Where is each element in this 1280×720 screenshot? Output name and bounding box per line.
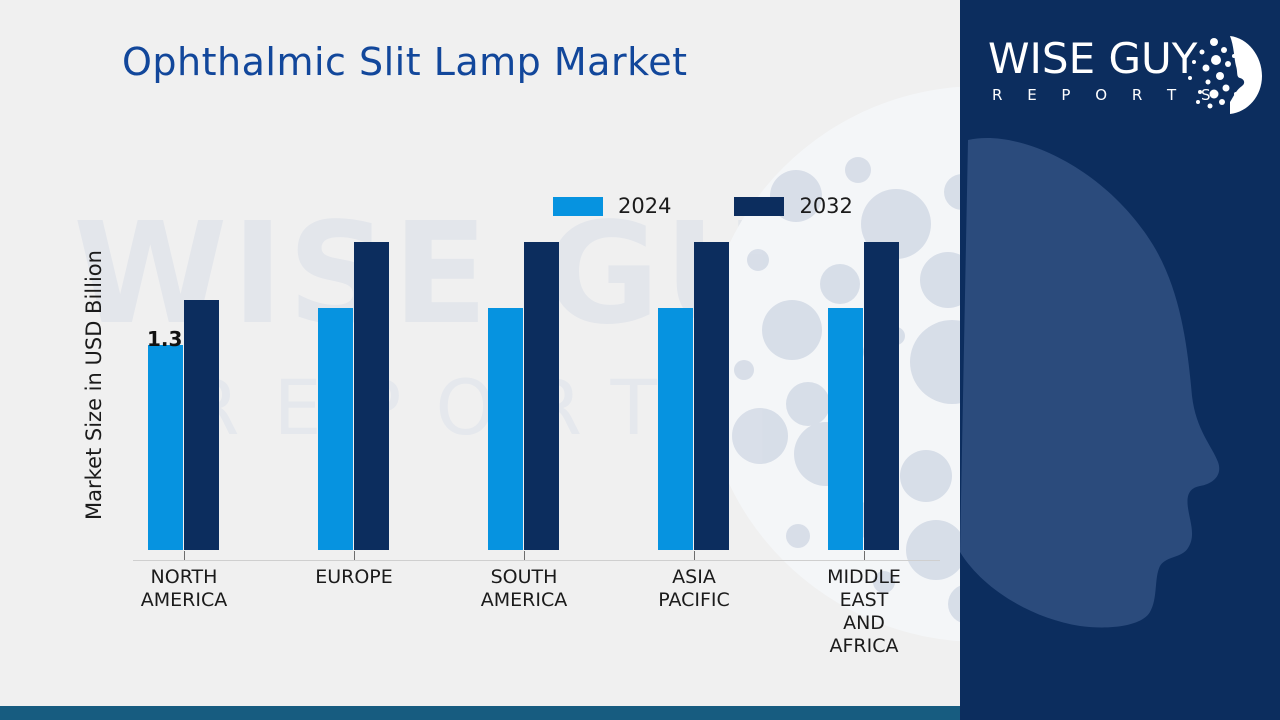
x-axis-category-labels: NORTH AMERICA EUROPE SOUTH AMERICA ASIA PACIFI… bbox=[100, 566, 940, 686]
x-axis-tick bbox=[524, 551, 525, 560]
x-axis-label-line: ASIA bbox=[672, 566, 716, 588]
plot-area: 1.3 bbox=[100, 150, 940, 570]
chart-legend: 2024 2032 bbox=[553, 193, 853, 219]
x-axis-label-line: EUROPE bbox=[315, 566, 393, 588]
x-axis-label: EUROPE bbox=[284, 566, 424, 589]
x-axis-label: ASIA PACIFIC bbox=[624, 566, 764, 612]
legend-swatch-2024 bbox=[553, 196, 603, 216]
legend-item-2024[interactable]: 2024 bbox=[553, 194, 671, 218]
bar-2032[interactable] bbox=[524, 242, 559, 550]
bar-2024[interactable] bbox=[488, 308, 523, 550]
right-brand-panel bbox=[960, 0, 1280, 720]
y-axis-label: Market Size in USD Billion bbox=[82, 250, 106, 520]
x-axis-label-line: AND bbox=[843, 612, 885, 634]
x-axis-label: MIDDLE EAST AND AFRICA bbox=[794, 566, 934, 658]
x-axis-label: NORTH AMERICA bbox=[114, 566, 254, 612]
x-axis-tick bbox=[184, 551, 185, 560]
x-axis-label-line: AMERICA bbox=[480, 589, 568, 611]
x-axis-label-line: EAST bbox=[839, 589, 889, 611]
bar-2032[interactable] bbox=[354, 242, 389, 550]
bar-2032[interactable] bbox=[864, 242, 899, 550]
bottom-accent-bar bbox=[0, 706, 960, 720]
x-axis-label: SOUTH AMERICA bbox=[454, 566, 594, 612]
bar-2024[interactable] bbox=[318, 308, 353, 550]
bar-2024[interactable] bbox=[828, 308, 863, 550]
legend-label-2032: 2032 bbox=[799, 194, 853, 218]
head-silhouette-icon bbox=[960, 137, 1220, 628]
x-axis-tick bbox=[354, 551, 355, 560]
legend-swatch-2032 bbox=[734, 196, 785, 216]
x-axis-label-line: PACIFIC bbox=[658, 589, 730, 611]
x-axis-tick bbox=[694, 551, 695, 560]
x-axis-label-line: AMERICA bbox=[140, 589, 228, 611]
bar-2024[interactable] bbox=[658, 308, 693, 550]
x-axis-tick bbox=[864, 551, 865, 560]
bar-data-label: 1.3 bbox=[147, 327, 183, 351]
legend-label-2024: 2024 bbox=[618, 194, 672, 218]
bar-2032[interactable] bbox=[184, 300, 219, 550]
logo-wordmark: WISE GUY bbox=[988, 34, 1198, 83]
x-axis-line bbox=[133, 560, 940, 561]
logo-dotted-head-icon bbox=[1188, 36, 1262, 114]
bar-2024[interactable] bbox=[148, 345, 183, 550]
logo-tagline: R E P O R T S bbox=[992, 86, 1221, 104]
x-axis-label-line: AFRICA bbox=[829, 635, 899, 657]
x-axis-label-line: NORTH bbox=[150, 566, 218, 588]
bar-2032[interactable] bbox=[694, 242, 729, 550]
wiseguy-logo: WISE GUY R E P O R T S bbox=[988, 34, 1262, 118]
legend-item-2032[interactable]: 2032 bbox=[734, 194, 853, 218]
x-axis-label-line: MIDDLE bbox=[827, 566, 901, 588]
page-title: Ophthalmic Slit Lamp Market bbox=[122, 40, 688, 84]
x-axis-label-line: SOUTH bbox=[490, 566, 558, 588]
